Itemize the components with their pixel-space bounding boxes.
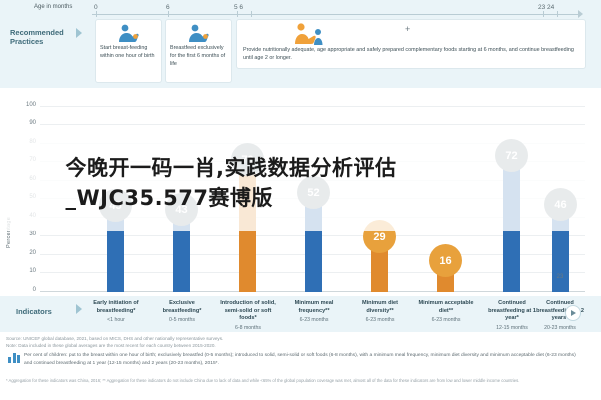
- y-tick-90: 90: [29, 120, 36, 126]
- indicator-title: Minimum meal frequency**: [294, 300, 334, 314]
- indicator-sub: 20-23 months: [544, 324, 576, 331]
- overlay-text: 今晚开一码一肖,实践数据分析评估_WJC35.577赛博版: [66, 153, 536, 214]
- indicator-sub: 6-8 months: [235, 324, 261, 331]
- age-axis-line: [92, 14, 579, 15]
- indicators-band: [0, 296, 601, 332]
- source-note: Source: UNICEF global database, 2021, ba…: [6, 336, 223, 350]
- recommended-practices-band: Age in months 0 6 5 6 23 24 Recommended …: [0, 0, 601, 88]
- disclaimer-footnote: * Aggregation for these indicators was C…: [6, 378, 520, 383]
- recommended-practices-label: Recommended Practices: [10, 28, 64, 46]
- indicator-title: Continued breastfeeding at 1 year*: [488, 300, 536, 322]
- main-footnote: Per cent of children: put to the breast …: [24, 353, 576, 366]
- indicator-item-1: Early initiation of breastfeeding* <1 ho…: [88, 300, 144, 323]
- practice-card-2: Breastfeed exclusively for the first 6 m…: [166, 20, 231, 82]
- age-tick-0: 0: [94, 4, 98, 11]
- y-tick-0: 0: [32, 287, 36, 293]
- extra-bar-label: 23: [556, 274, 564, 280]
- indicator-item-7: Continued breastfeeding at 1 year* 12-15…: [484, 300, 540, 331]
- age-tick-2324: 23 24: [538, 4, 555, 11]
- indicator-sub: 6-23 months: [299, 317, 329, 324]
- bar-chart-icon: [8, 352, 20, 363]
- rp-label-line1: Recommended: [10, 28, 64, 37]
- next-arrow-button[interactable]: [566, 306, 580, 320]
- y-tick-100: 100: [25, 102, 36, 108]
- age-tickmark: [237, 11, 238, 17]
- feeding-child-icon: [295, 23, 323, 45]
- indicator-title: Minimum diet diversity**: [361, 300, 399, 314]
- source-note-line2: Note: Data included in these global aver…: [6, 342, 216, 348]
- age-tickmark: [168, 11, 169, 17]
- age-axis-label: Age in months: [34, 4, 73, 10]
- age-tick-6: 6: [166, 4, 170, 11]
- indicator-sub: 12-15 months: [496, 324, 528, 331]
- practice-card-2-text: Breastfeed exclusively for the first 6 m…: [170, 45, 226, 68]
- y-tick-30: 30: [29, 231, 36, 237]
- age-tickmark: [557, 11, 558, 17]
- indicator-item-8: Continued breastfeeding at 2 years* 20-2…: [534, 300, 586, 331]
- practice-card-3: + Provide nutritionally adequate, age ap…: [237, 20, 585, 68]
- age-tickmark: [96, 11, 97, 17]
- indicator-item-2: Exclusive breastfeeding* 0-5 months: [154, 300, 210, 323]
- indicator-item-5: Minimum diet diversity** 6-23 months: [352, 300, 408, 323]
- overlay-text-line2: JC35.577赛博版: [100, 186, 273, 210]
- practice-card-1-text: Start breast-feeding within one hour of …: [100, 45, 155, 60]
- age-tickmark: [251, 11, 252, 17]
- triangle-icon: [76, 28, 82, 38]
- age-axis-arrow-icon: [578, 10, 583, 18]
- rp-label-line2: Practices: [10, 37, 44, 46]
- indicator-title: Introduction of solid, semi-solid or sof…: [220, 300, 276, 322]
- practice-card-1: Start breast-feeding within one hour of …: [96, 20, 161, 82]
- gridline: [40, 106, 585, 107]
- indicator-sub: <1 hour: [107, 317, 125, 324]
- indicator-title: Minimum acceptable diet**: [418, 300, 474, 314]
- practice-card-3-text: Provide nutritionally adequate, age appr…: [243, 47, 574, 62]
- indicator-item-3: Introduction of solid, semi-solid or sof…: [220, 300, 276, 331]
- indicator-sub: 6-23 months: [431, 317, 461, 324]
- breastfeeding-icon: [118, 24, 139, 42]
- plus-sign: +: [405, 24, 411, 34]
- bar-exclusive-breastfeeding: [173, 212, 190, 292]
- indicators-label: Indicators: [16, 307, 52, 316]
- overlay-banner: 今晚开一码一肖,实践数据分析评估_WJC35.577赛博版: [0, 135, 601, 231]
- source-note-line1: Source: UNICEF global database, 2021, ba…: [6, 336, 224, 341]
- indicator-item-4: Minimum meal frequency** 6-23 months: [286, 300, 342, 323]
- overlay-text-line1: 今晚开一码一肖,实践数据分析评估_W: [65, 155, 397, 210]
- indicator-item-6: Minimum acceptable diet** 6-23 months: [418, 300, 474, 323]
- age-tickmark: [543, 11, 544, 17]
- breastfeeding-icon: [188, 24, 209, 42]
- gridline: [40, 124, 585, 125]
- value-bubble-minimum-acceptable-diet: 16: [429, 244, 462, 277]
- indicator-sub: 6-23 months: [365, 317, 395, 324]
- indicator-title: Continued breastfeeding at 2 years*: [536, 300, 584, 322]
- indicator-sub: 0-5 months: [169, 317, 195, 324]
- y-tick-10: 10: [29, 268, 36, 274]
- triangle-icon: [76, 304, 82, 314]
- age-tick-56: 5 6: [234, 4, 244, 11]
- indicator-title: Early initiation of breastfeeding*: [93, 300, 139, 314]
- indicator-title: Exclusive breastfeeding*: [162, 300, 202, 314]
- y-tick-20: 20: [29, 250, 36, 256]
